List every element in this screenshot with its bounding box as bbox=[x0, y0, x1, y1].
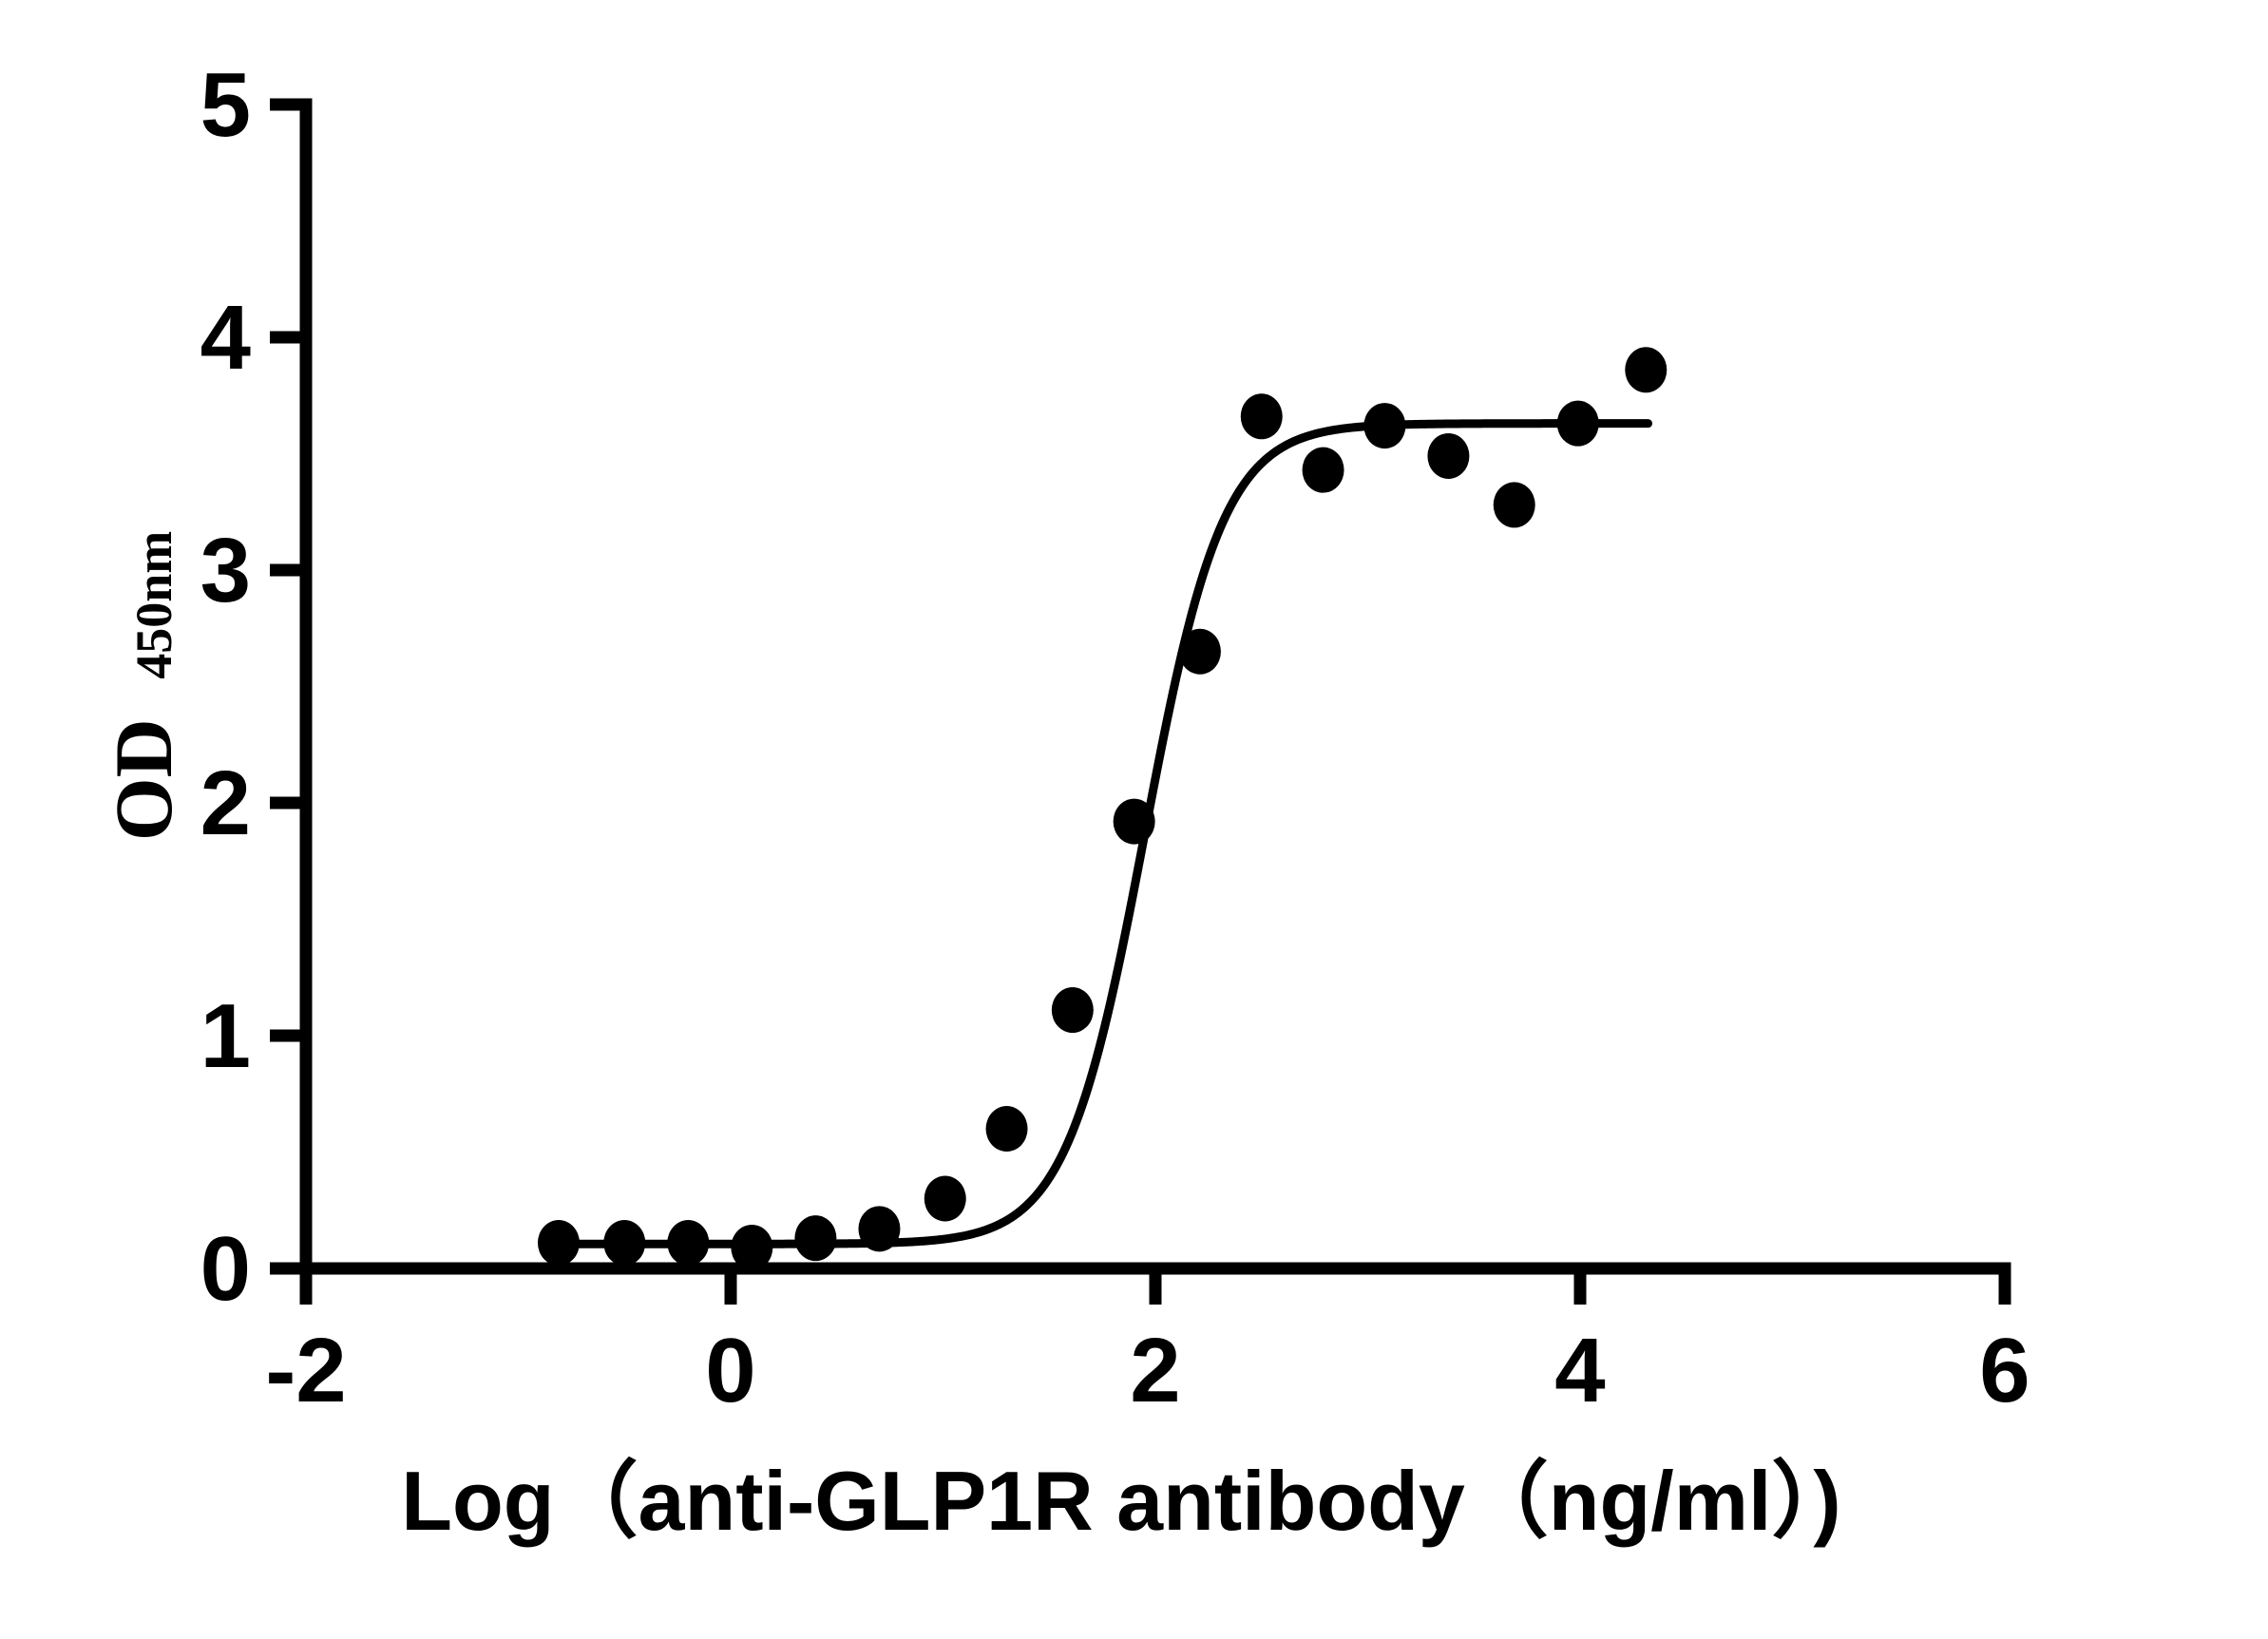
y-tick-label: 5 bbox=[200, 54, 251, 156]
data-point bbox=[1051, 987, 1094, 1034]
y-axis-title-subscript: 450nm bbox=[125, 531, 182, 679]
y-axis-title: OD 450nm bbox=[98, 531, 189, 842]
data-point bbox=[1178, 628, 1221, 675]
y-axis-title-main: OD bbox=[98, 718, 189, 841]
x-tick-label: 0 bbox=[705, 1320, 755, 1421]
data-point bbox=[1363, 403, 1406, 449]
y-axis-tick-labels: 0 1 2 3 4 5 bbox=[200, 54, 251, 1320]
x-axis-tick-labels: -2 0 2 4 6 bbox=[265, 1320, 2030, 1421]
data-point bbox=[1302, 447, 1344, 493]
y-tick-label: 4 bbox=[200, 287, 251, 389]
data-point bbox=[603, 1220, 646, 1267]
data-point bbox=[1556, 400, 1599, 447]
data-point bbox=[731, 1224, 773, 1270]
data-point bbox=[858, 1206, 901, 1252]
x-axis-title: Log（anti-GLP1R antibody（ng/ml）) bbox=[401, 1454, 1840, 1548]
data-point bbox=[924, 1175, 966, 1222]
x-tick-label: 2 bbox=[1130, 1320, 1180, 1421]
x-tick-label: 6 bbox=[1979, 1320, 2030, 1421]
y-tick-label: 2 bbox=[200, 753, 251, 854]
y-axis-ticks bbox=[270, 98, 306, 1275]
data-point bbox=[1113, 798, 1155, 845]
y-tick-label: 1 bbox=[200, 985, 251, 1087]
data-point bbox=[1625, 347, 1668, 393]
data-point bbox=[794, 1215, 837, 1262]
x-tick-label: -2 bbox=[265, 1320, 346, 1421]
x-axis-ticks bbox=[299, 1268, 2011, 1305]
data-point bbox=[985, 1106, 1028, 1152]
data-point bbox=[537, 1220, 580, 1267]
data-point bbox=[1493, 482, 1535, 528]
x-tick-label: 4 bbox=[1554, 1320, 1605, 1421]
data-point bbox=[1240, 393, 1283, 440]
y-tick-label: 0 bbox=[200, 1218, 251, 1320]
data-point-markers bbox=[537, 347, 1668, 1270]
data-point bbox=[1427, 432, 1470, 479]
y-tick-label: 3 bbox=[200, 520, 251, 621]
data-point bbox=[667, 1220, 710, 1267]
